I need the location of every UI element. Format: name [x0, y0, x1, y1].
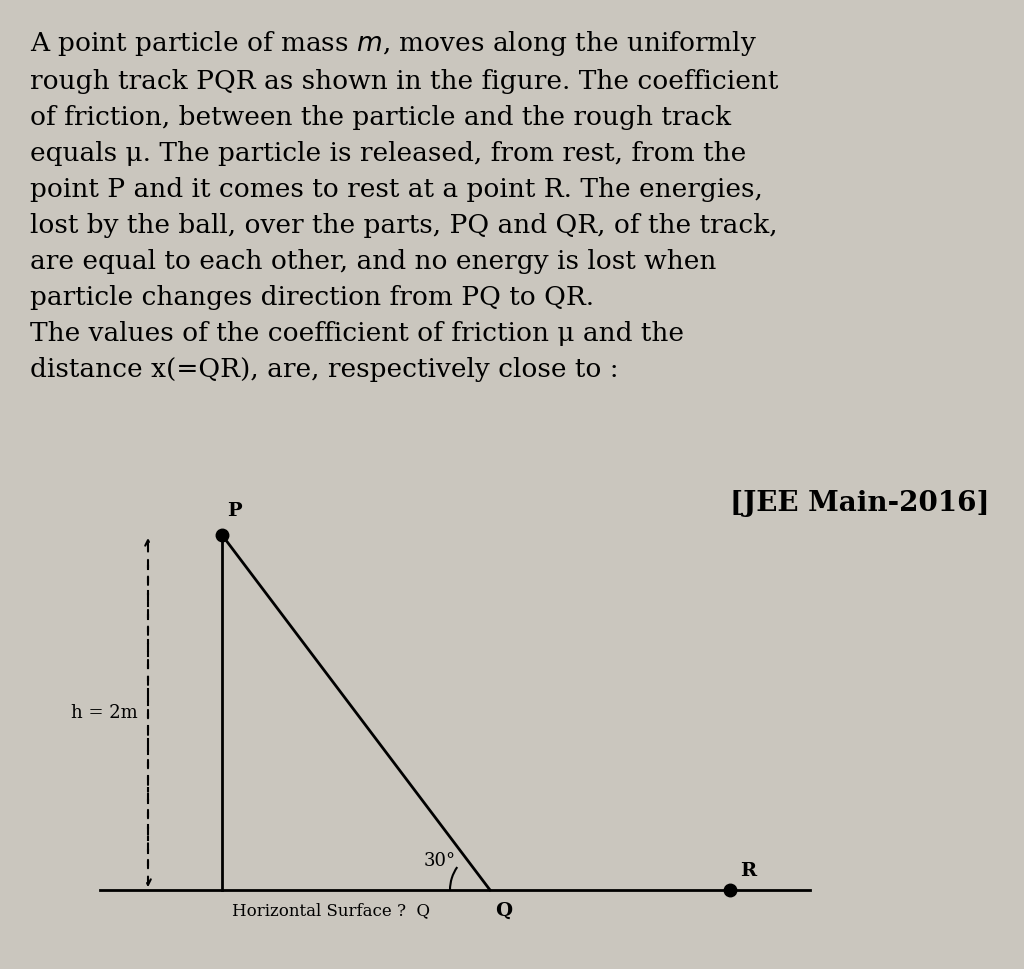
- Text: [JEE Main-2016]: [JEE Main-2016]: [730, 490, 990, 517]
- Text: h = 2m: h = 2m: [72, 703, 138, 722]
- Text: Horizontal Surface ?  Q: Horizontal Surface ? Q: [232, 902, 430, 919]
- Text: P: P: [227, 502, 242, 520]
- Text: Q: Q: [495, 902, 512, 920]
- Text: 30°: 30°: [424, 852, 456, 870]
- Text: R: R: [740, 862, 756, 880]
- Text: A point particle of mass $m$, moves along the uniformly
rough track PQR as shown: A point particle of mass $m$, moves alon…: [30, 29, 778, 382]
